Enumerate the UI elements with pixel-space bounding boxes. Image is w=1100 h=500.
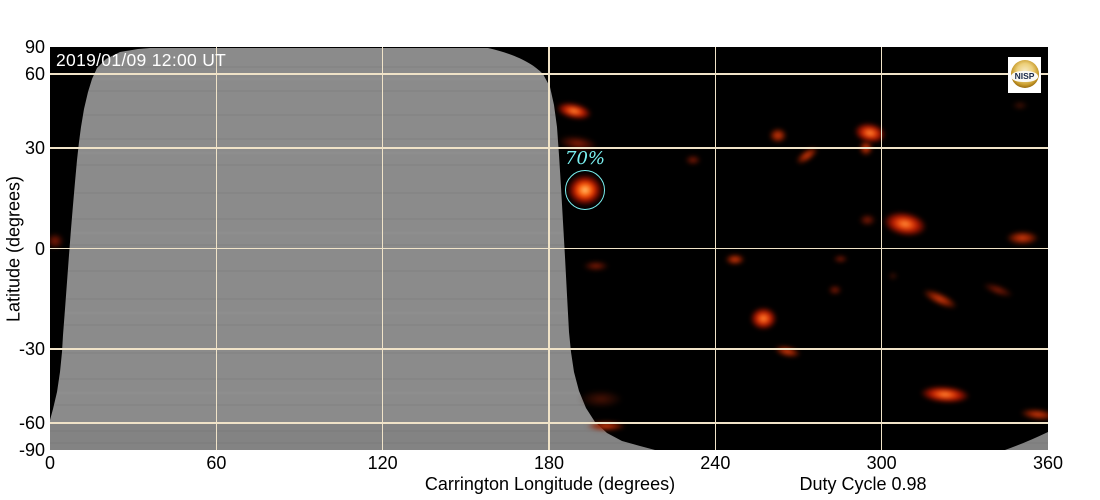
x-tick-label: 360 (1032, 453, 1064, 473)
x-axis-label: Carrington Longitude (degrees) (424, 474, 676, 494)
detection-circle (565, 169, 606, 210)
plot-area: 2019/01/09 12:00 UT 70% NISP (50, 47, 1048, 450)
active-region-blob (583, 261, 610, 272)
y-tick-label: -30 (18, 339, 45, 360)
x-tick-label: 0 (44, 453, 55, 473)
x-tick-label: 240 (700, 453, 731, 473)
timestamp-label: 2019/01/09 12:00 UT (56, 50, 227, 70)
grid-line-horizontal (50, 348, 1048, 351)
nisp-logo: NISP (1008, 57, 1041, 93)
y-tick-label: -60 (18, 413, 45, 433)
active-region-blob (859, 214, 877, 227)
active-region-blob (832, 255, 848, 264)
active-region-blob (887, 271, 898, 280)
active-region-blob (749, 306, 777, 330)
active-region-blob (50, 233, 64, 250)
y-tick-label: 90 (24, 37, 45, 57)
grid-line-horizontal (50, 146, 1048, 149)
active-region-blob (1005, 230, 1039, 245)
detection-probability-label: 70% (565, 147, 606, 169)
y-tick-label: 60 (24, 63, 45, 84)
active-region-blob (585, 420, 626, 431)
active-region-blob (768, 128, 787, 144)
y-tick-label: 0 (34, 238, 45, 259)
x-tick-label: 180 (533, 453, 565, 473)
y-tick-label: 30 (24, 137, 45, 158)
grid-line-horizontal (50, 422, 1048, 424)
grid-line-horizontal (50, 73, 1048, 75)
duty-cycle-label: Duty Cycle 0.98 (799, 474, 927, 494)
nisp-logo-band: NISP (1011, 70, 1038, 82)
y-tick-label: -90 (18, 440, 45, 460)
grid-line-horizontal (50, 247, 1048, 250)
active-region-blob (1012, 100, 1029, 110)
active-region-blob (578, 390, 623, 409)
active-region-blob (828, 285, 843, 296)
active-region-blob (725, 253, 746, 265)
active-region-blob (685, 155, 702, 166)
nisp-logo-text: NISP (1014, 71, 1035, 81)
x-tick-label: 60 (206, 453, 227, 473)
x-tick-label: 300 (866, 453, 897, 473)
x-tick-label: 120 (367, 453, 398, 473)
